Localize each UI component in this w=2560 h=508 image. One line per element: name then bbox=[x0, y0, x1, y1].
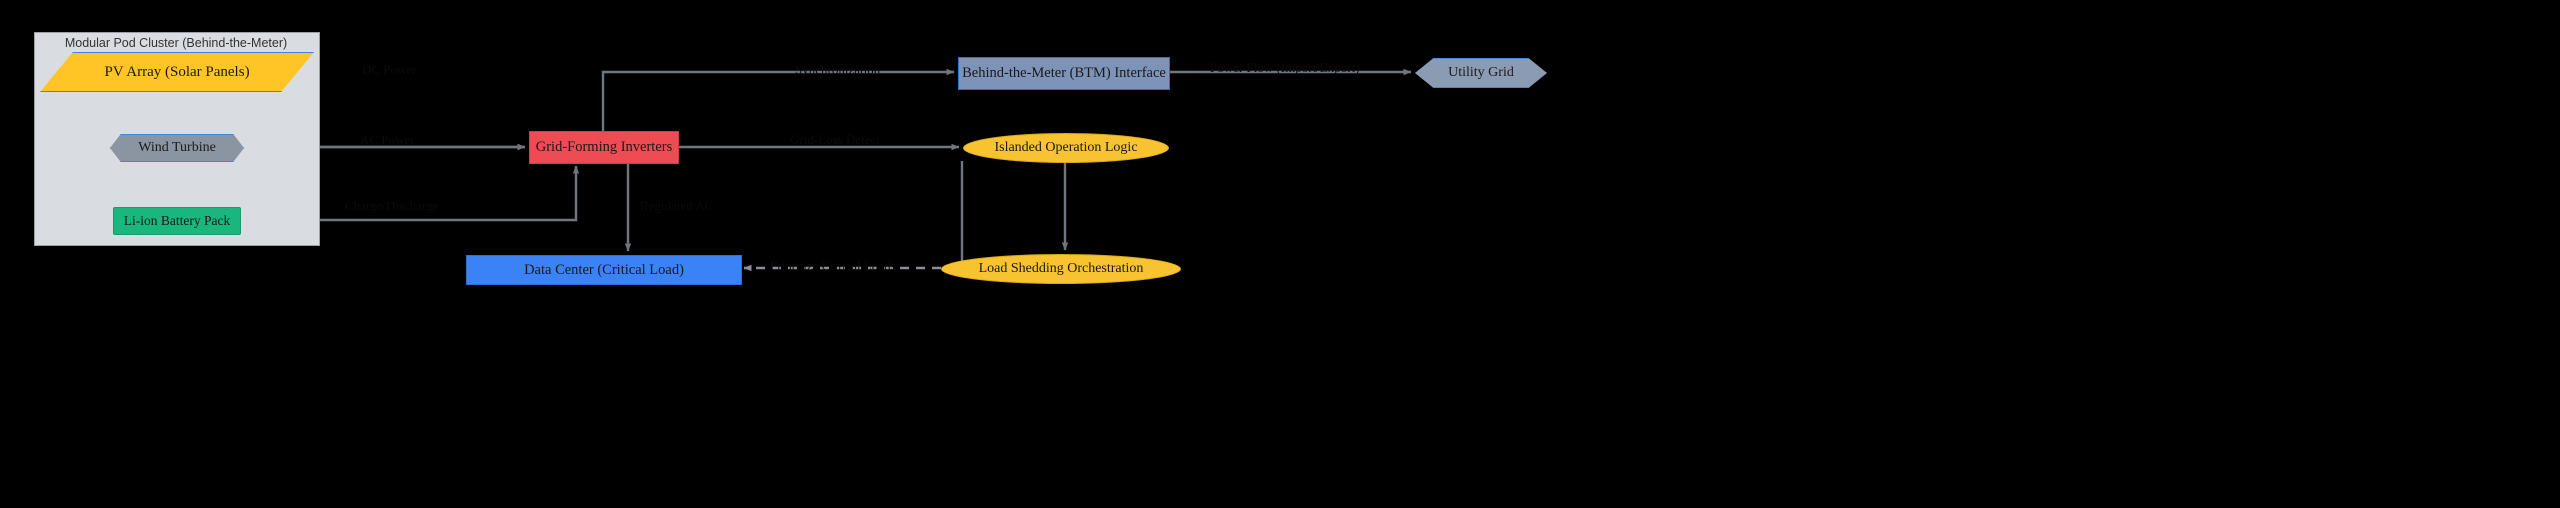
edge-label-synchronization: Synchronization bbox=[795, 62, 881, 77]
node-load-shedding-orchestration[interactable]: Load Shedding Orchestration bbox=[941, 254, 1181, 284]
edge-label-prioritize-critical-loads: Prioritize Critical Loads bbox=[770, 258, 896, 273]
edge-label-power-flow: Power Flow (Import/Export) bbox=[1210, 60, 1360, 75]
edge-inverters-to-btm bbox=[601, 68, 955, 131]
cluster-label: Modular Pod Cluster (Behind-the-Meter) bbox=[64, 36, 288, 50]
edge-label-regulated-ac: Regulated AC bbox=[640, 198, 714, 213]
edge-battery-to-inverters bbox=[239, 165, 580, 222]
node-islanded-operation-logic[interactable]: Islanded Operation Logic bbox=[963, 133, 1169, 163]
node-pv-array[interactable]: PV Array (Solar Panels) bbox=[40, 52, 314, 92]
edge-label-charge-discharge: Charge/Discharge bbox=[345, 198, 439, 213]
node-data-center[interactable]: Data Center (Critical Load) bbox=[466, 255, 742, 285]
edge-label-grid-loss-detect: Grid-Loss Detect bbox=[790, 132, 880, 147]
node-btm-interface[interactable]: Behind-the-Meter (BTM) Interface bbox=[958, 57, 1170, 90]
edge-label-ac-power: AC Power bbox=[360, 132, 415, 147]
node-utility-grid[interactable]: Utility Grid bbox=[1415, 58, 1547, 88]
node-battery-pack[interactable]: Li-ion Battery Pack bbox=[113, 207, 241, 235]
node-grid-forming-inverters[interactable]: Grid-Forming Inverters bbox=[529, 131, 679, 164]
node-wind-turbine[interactable]: Wind Turbine bbox=[110, 134, 244, 162]
edge-label-dc-power: DC Power bbox=[362, 62, 417, 77]
